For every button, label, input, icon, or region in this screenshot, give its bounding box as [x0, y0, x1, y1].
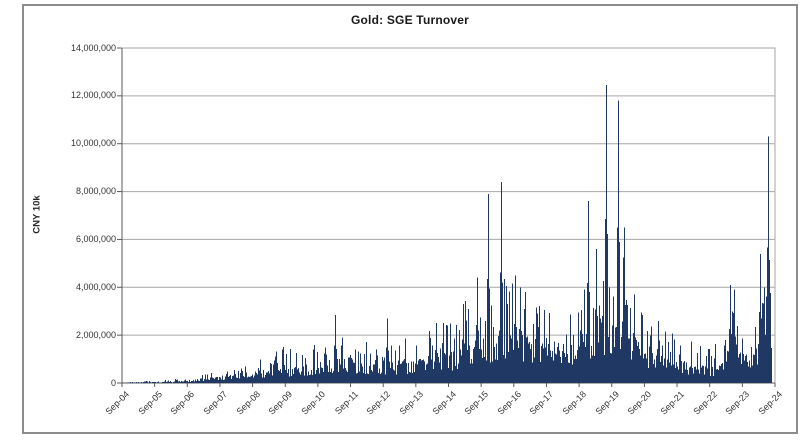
y-tick-label: 12,000,000 [70, 90, 116, 101]
y-tick-label: 6,000,000 [75, 233, 116, 244]
y-tick-label: 0 [110, 377, 116, 388]
y-tick-label: 14,000,000 [70, 42, 116, 53]
y-tick-label: 10,000,000 [70, 138, 116, 149]
turnover-series [122, 85, 772, 383]
plot-border [121, 47, 776, 384]
y-tick-label: 2,000,000 [75, 329, 116, 340]
chart-title: Gold: SGE Turnover [350, 13, 470, 27]
y-tick-label: 8,000,000 [75, 186, 116, 197]
y-tick-label: 4,000,000 [75, 281, 116, 292]
